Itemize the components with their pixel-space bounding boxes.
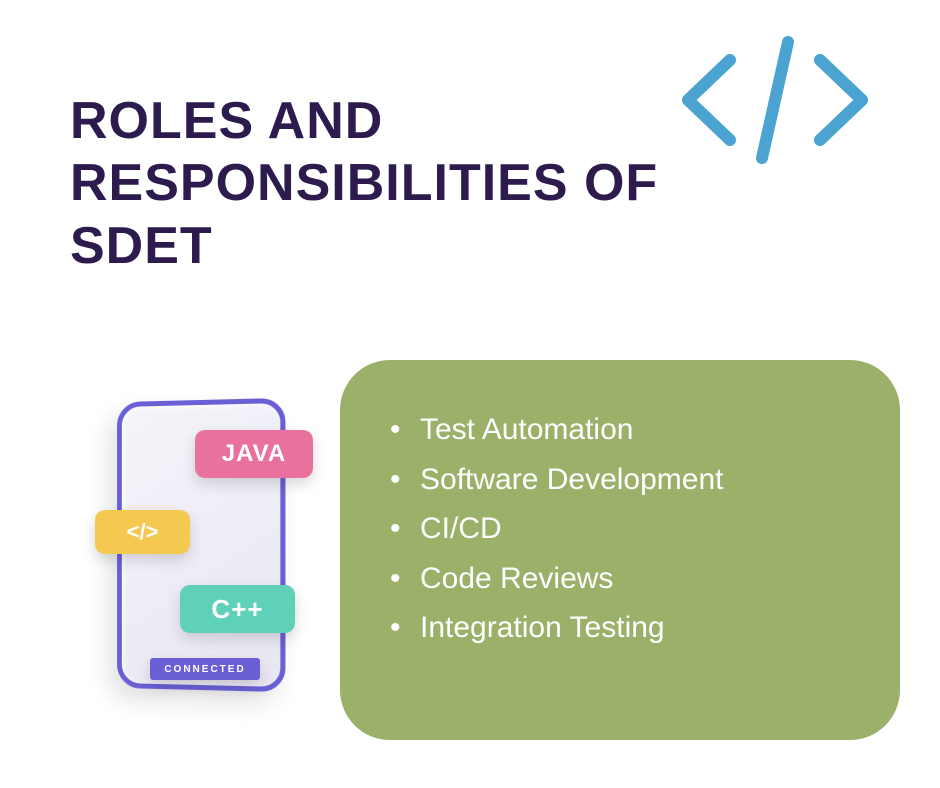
page-title: ROLES AND RESPONSIBILITIES OF SDET (70, 90, 670, 277)
code-brackets-icon (670, 30, 880, 170)
list-item: Code Reviews (390, 554, 850, 604)
list-item: Integration Testing (390, 603, 850, 653)
cpp-tag: C++ (180, 585, 295, 633)
java-tag: JAVA (195, 430, 313, 478)
device-illustration: JAVA </> C++ CONNECTED (75, 380, 315, 730)
list-item: CI/CD (390, 504, 850, 554)
responsibilities-panel: Test Automation Software Development CI/… (340, 360, 900, 740)
connected-tag: CONNECTED (150, 658, 260, 680)
list-item: Test Automation (390, 405, 850, 455)
responsibilities-list: Test Automation Software Development CI/… (390, 405, 850, 653)
code-tag: </> (95, 510, 190, 554)
list-item: Software Development (390, 455, 850, 505)
